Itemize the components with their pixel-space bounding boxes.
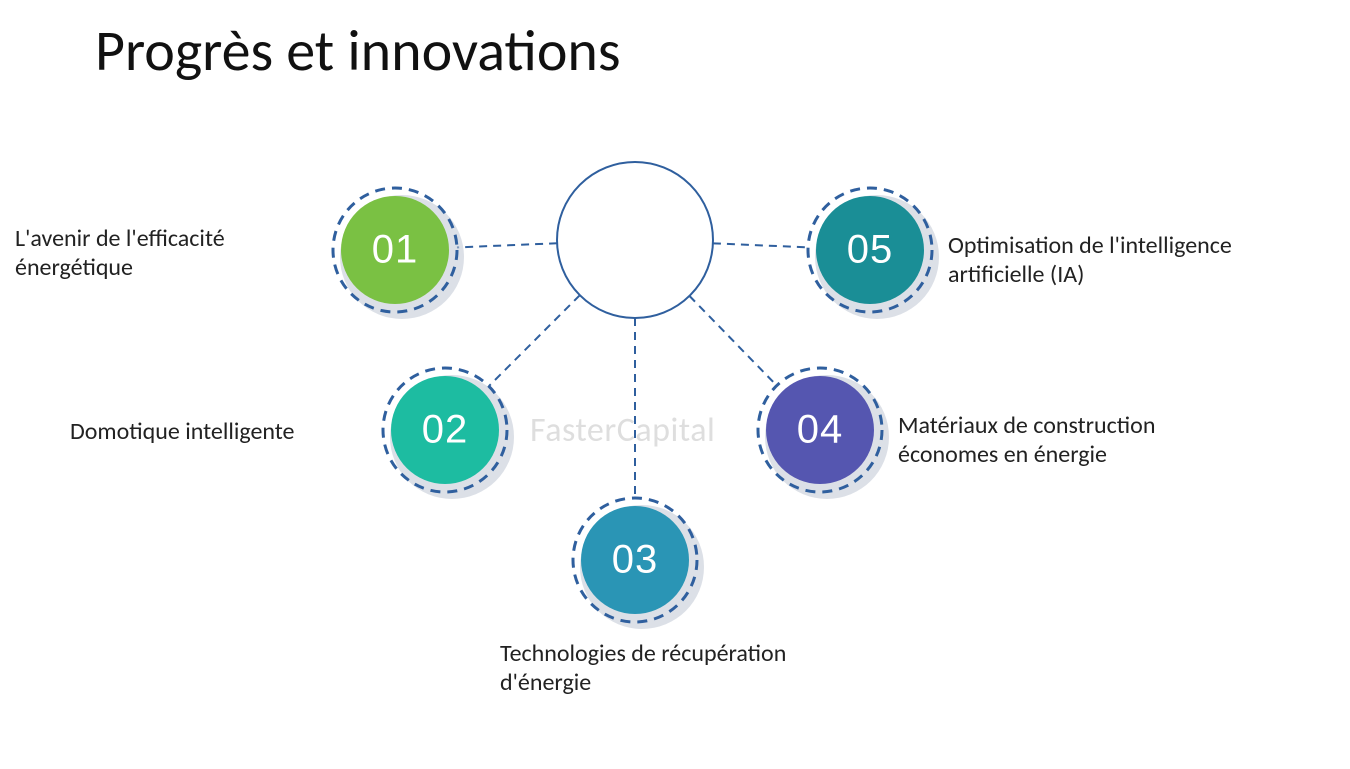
node-n3: 03 (573, 498, 704, 629)
node-number-n1: 01 (372, 228, 419, 272)
node-number-n2: 02 (422, 408, 469, 452)
hub-circle (557, 162, 713, 318)
node-label-n4: Matériaux de construction économes en én… (898, 412, 1218, 470)
node-n1: 01 (333, 188, 464, 319)
node-number-n5: 05 (847, 228, 894, 272)
node-label-n1: L'avenir de l'efficacité énergétique (15, 225, 315, 283)
spoke-n1 (457, 243, 557, 247)
node-n4: 04 (758, 368, 889, 499)
node-number-n3: 03 (612, 538, 659, 582)
node-label-n2: Domotique intelligente (70, 418, 370, 447)
node-label-n3: Technologies de récupération d'énergie (500, 640, 820, 698)
node-number-n4: 04 (797, 408, 844, 452)
spoke-n4 (689, 296, 776, 386)
node-n5: 05 (808, 188, 939, 319)
spoke-n5 (713, 243, 808, 247)
node-label-n5: Optimisation de l'intelligence artificie… (948, 232, 1278, 290)
node-n2: 02 (383, 368, 514, 499)
spoke-n2 (489, 295, 580, 386)
